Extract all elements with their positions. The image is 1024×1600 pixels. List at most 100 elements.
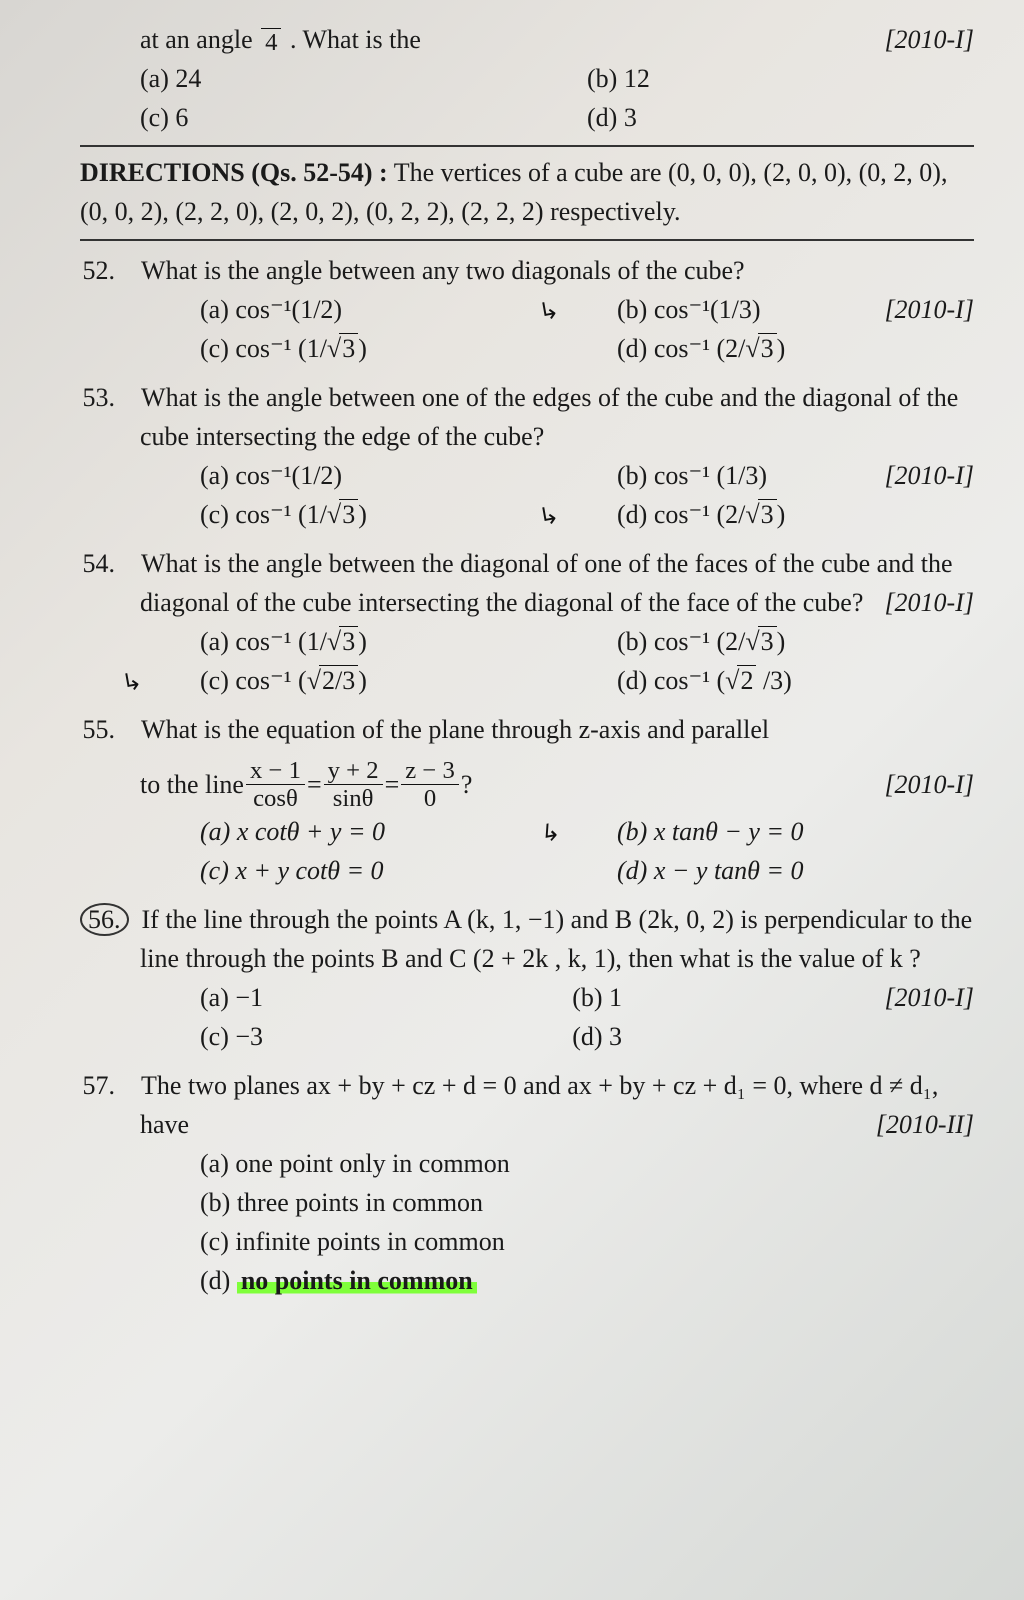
opt-text: (b) cos⁻¹(1/3): [617, 295, 761, 324]
option-a: (a) cos⁻¹(1/2): [140, 456, 557, 495]
question-56: 56. If the line through the points A (k,…: [80, 900, 974, 1056]
option-c: (c) 6: [80, 98, 527, 137]
sqrt-val: 3: [758, 626, 777, 656]
sqrt-val: 3: [339, 626, 358, 656]
sqrt-icon: [745, 627, 757, 656]
frac-den: sinθ: [324, 785, 383, 812]
page: at an angle 4 . What is the [2010-I] (a)…: [0, 0, 1024, 1600]
opt-text: ): [358, 627, 367, 656]
sqrt-val: 2: [737, 665, 756, 695]
opt-text: ): [777, 627, 786, 656]
opt-text: ): [358, 666, 367, 695]
sqrt-icon: [725, 666, 737, 695]
sqrt-icon: [327, 500, 339, 529]
frac-den: 4: [261, 29, 281, 56]
question-55: 55. What is the equation of the plane th…: [80, 710, 974, 890]
opt-text: (d): [200, 1266, 237, 1295]
frac-num: x − 1: [246, 757, 305, 785]
frac-den: 0: [401, 785, 459, 812]
question-52: 52. What is the angle between any two di…: [80, 251, 974, 368]
option-c: (c) −3: [140, 1017, 512, 1056]
option-d: ↳ (d) cos⁻¹ (2/3): [557, 495, 974, 534]
eq-sign: =: [307, 765, 322, 804]
option-d: (d) cos⁻¹ (2/3): [557, 329, 974, 368]
partial-text-left: at an angle: [140, 25, 253, 54]
option-d: (d) no points in common: [140, 1261, 974, 1300]
option-a: (a) 24: [80, 59, 527, 98]
question-53: 53. What is the angle between one of the…: [80, 378, 974, 534]
option-a: (a) cos⁻¹ (1/3): [140, 622, 557, 661]
directions-label: DIRECTIONS (Qs. 52-54) :: [80, 158, 388, 187]
directions-block: DIRECTIONS (Qs. 52-54) : The vertices of…: [80, 153, 974, 231]
q-text: What is the angle between any two diagon…: [141, 256, 745, 285]
option-d: (d) 3: [527, 98, 974, 137]
frac-num: y + 2: [324, 757, 383, 785]
frac-den: cosθ: [246, 785, 305, 812]
q-text: The two planes ax + by + cz + d = 0 and …: [140, 1071, 938, 1139]
opt-text: (d) cos⁻¹ (: [617, 666, 725, 695]
q-text-line1: What is the equation of the plane throug…: [141, 715, 769, 744]
sqrt-val: 3: [339, 499, 358, 529]
sqrt-icon: [327, 334, 339, 363]
q-number: 53.: [80, 378, 135, 417]
opt-text: (b) x tanθ − y = 0: [617, 817, 803, 846]
sqrt-icon: [307, 666, 319, 695]
option-b: (b) 12: [527, 59, 974, 98]
partial-question-top: at an angle 4 . What is the [2010-I] (a)…: [80, 20, 974, 137]
opt-text: (a) cos⁻¹ (1/: [200, 627, 327, 656]
opt-text: (c) cos⁻¹ (: [200, 666, 307, 695]
q-text-line2: to the line: [140, 765, 244, 804]
opt-text: (d) cos⁻¹ (2/: [617, 500, 745, 529]
opt-text: ): [777, 500, 786, 529]
year-tag: [2010-I]: [884, 290, 974, 329]
option-b: ↳ (b) x tanθ − y = 0: [557, 812, 974, 851]
q-number: 52.: [80, 251, 135, 290]
sqrt-icon: [327, 627, 339, 656]
sqrt-icon: [745, 500, 757, 529]
divider: [80, 239, 974, 241]
option-a: (a) −1: [140, 978, 512, 1017]
q-text: If the line through the points A (k, 1, …: [140, 905, 972, 973]
option-b: (b) cos⁻¹ (1/3) [2010-I]: [557, 456, 974, 495]
option-b: (b) three points in common: [140, 1183, 974, 1222]
year-tag: [2010-I]: [814, 20, 974, 59]
option-a: (a) one point only in common: [140, 1144, 974, 1183]
partial-text-right: . What is the: [290, 25, 421, 54]
q-text: What is the angle between the diagonal o…: [140, 549, 952, 617]
circled-number-icon: 56.: [80, 903, 129, 936]
option-c: (c) cos⁻¹ (1/3): [140, 495, 557, 534]
q-number: 57.: [80, 1066, 135, 1105]
year-tag: [2010-I]: [884, 456, 974, 495]
option-b: ↳ (b) cos⁻¹(1/3) [2010-I]: [557, 290, 974, 329]
sqrt-val: 3: [339, 333, 358, 363]
pen-mark-icon: ↳: [119, 664, 145, 703]
opt-text: ): [358, 500, 367, 529]
sqrt-val: 2/3: [319, 665, 358, 695]
option-c: (c) cos⁻¹ (1/3): [140, 329, 557, 368]
option-c: (c) infinite points in common: [140, 1222, 974, 1261]
opt-text: (b) cos⁻¹ (1/3): [617, 461, 767, 490]
q-number: 54.: [80, 544, 135, 583]
opt-text: /3): [756, 666, 791, 695]
year-tag: [2010-II]: [876, 1105, 974, 1144]
highlighted-answer: no points in common: [237, 1266, 477, 1295]
frac-num: z − 3: [401, 757, 459, 785]
option-b: (b) 1: [512, 978, 884, 1017]
qmark: ?: [461, 765, 473, 804]
q-number: 56.: [80, 900, 135, 939]
sqrt-val: 3: [758, 333, 777, 363]
opt-text: (d) cos⁻¹ (2/: [617, 334, 745, 363]
opt-text: ): [358, 334, 367, 363]
sqrt-val: 3: [758, 499, 777, 529]
sqrt-icon: [745, 334, 757, 363]
eq-sign: =: [385, 765, 400, 804]
option-c: (c) x + y cotθ = 0: [140, 851, 557, 890]
question-54: 54. What is the angle between the diagon…: [80, 544, 974, 700]
option-d: (d) x − y tanθ = 0: [557, 851, 974, 890]
opt-text: (c) cos⁻¹ (1/: [200, 334, 327, 363]
year-tag: [2010-I]: [884, 765, 974, 804]
divider: [80, 145, 974, 147]
year-tag: [2010-I]: [884, 978, 974, 1017]
option-a: (a) x cotθ + y = 0: [140, 812, 557, 851]
q-text: What is the angle between one of the edg…: [140, 383, 958, 451]
